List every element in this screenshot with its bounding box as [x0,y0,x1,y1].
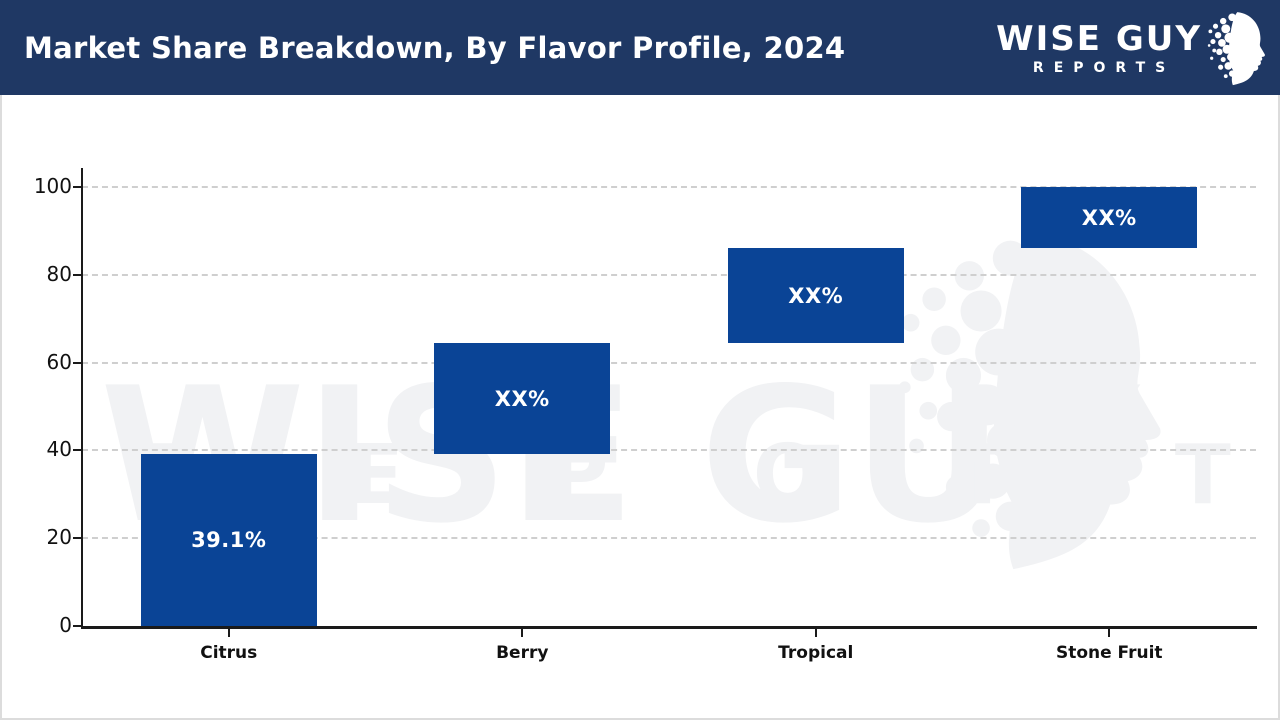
y-axis-line [81,168,83,629]
brand-logo: WISE GUY REPORTS [996,6,1268,90]
bar-stone-fruit: XX% [1021,187,1198,249]
gridline-20 [82,537,1256,540]
bar-citrus: 39.1% [140,454,317,626]
x-category-label-4: Stone Fruit [1055,643,1163,663]
y-tick-label-0: 0 [59,613,72,637]
x-category-label-3: Tropical [778,643,854,663]
watermark-head-icon [898,234,1161,570]
chart-title: Market Share Breakdown, By Flavor Profil… [24,30,846,65]
x-tickmark-4 [1108,629,1111,637]
brand-logo-text: WISE GUY REPORTS [996,22,1202,75]
y-tickmark-0 [73,625,81,627]
y-tickmark-40 [73,449,81,452]
y-tick-label-40: 40 [46,437,72,462]
bar-value-label: XX% [1081,205,1137,230]
header-banner: Market Share Breakdown, By Flavor Profil… [0,0,1280,95]
x-tickmark-1 [227,629,230,637]
y-tickmark-20 [73,537,81,540]
y-tick-label-60: 60 [46,349,72,374]
x-category-label-2: Berry [496,643,549,663]
bar-berry: XX% [434,342,611,455]
bar-value-label: 39.1% [191,528,267,553]
brand-subname: REPORTS [1032,59,1176,76]
x-category-label-1: Citrus [200,643,258,663]
x-tickmark-3 [814,629,817,637]
plot-area: WISE GUY R E P O R T S 39.1%XX%XX%XX%020… [0,95,1280,720]
dotted-head-logo-icon [1207,12,1265,86]
y-tick-label-80: 80 [46,261,72,286]
x-axis-line [81,626,1257,629]
bar-value-label: XX% [494,386,550,411]
y-tickmark-80 [73,273,81,276]
bar-tropical: XX% [727,248,904,343]
x-tickmark-2 [521,629,524,637]
brand-name: WISE GUY [996,18,1202,59]
gridline-100 [82,186,1256,188]
y-tickmark-100 [73,186,81,188]
gridline-40 [82,449,1256,452]
y-tickmark-60 [73,361,81,364]
gridline-80 [82,273,1256,276]
gridline-60 [82,361,1256,364]
y-tick-label-20: 20 [46,525,72,550]
bar-value-label: XX% [788,283,844,308]
y-tick-label-100: 100 [33,174,72,198]
